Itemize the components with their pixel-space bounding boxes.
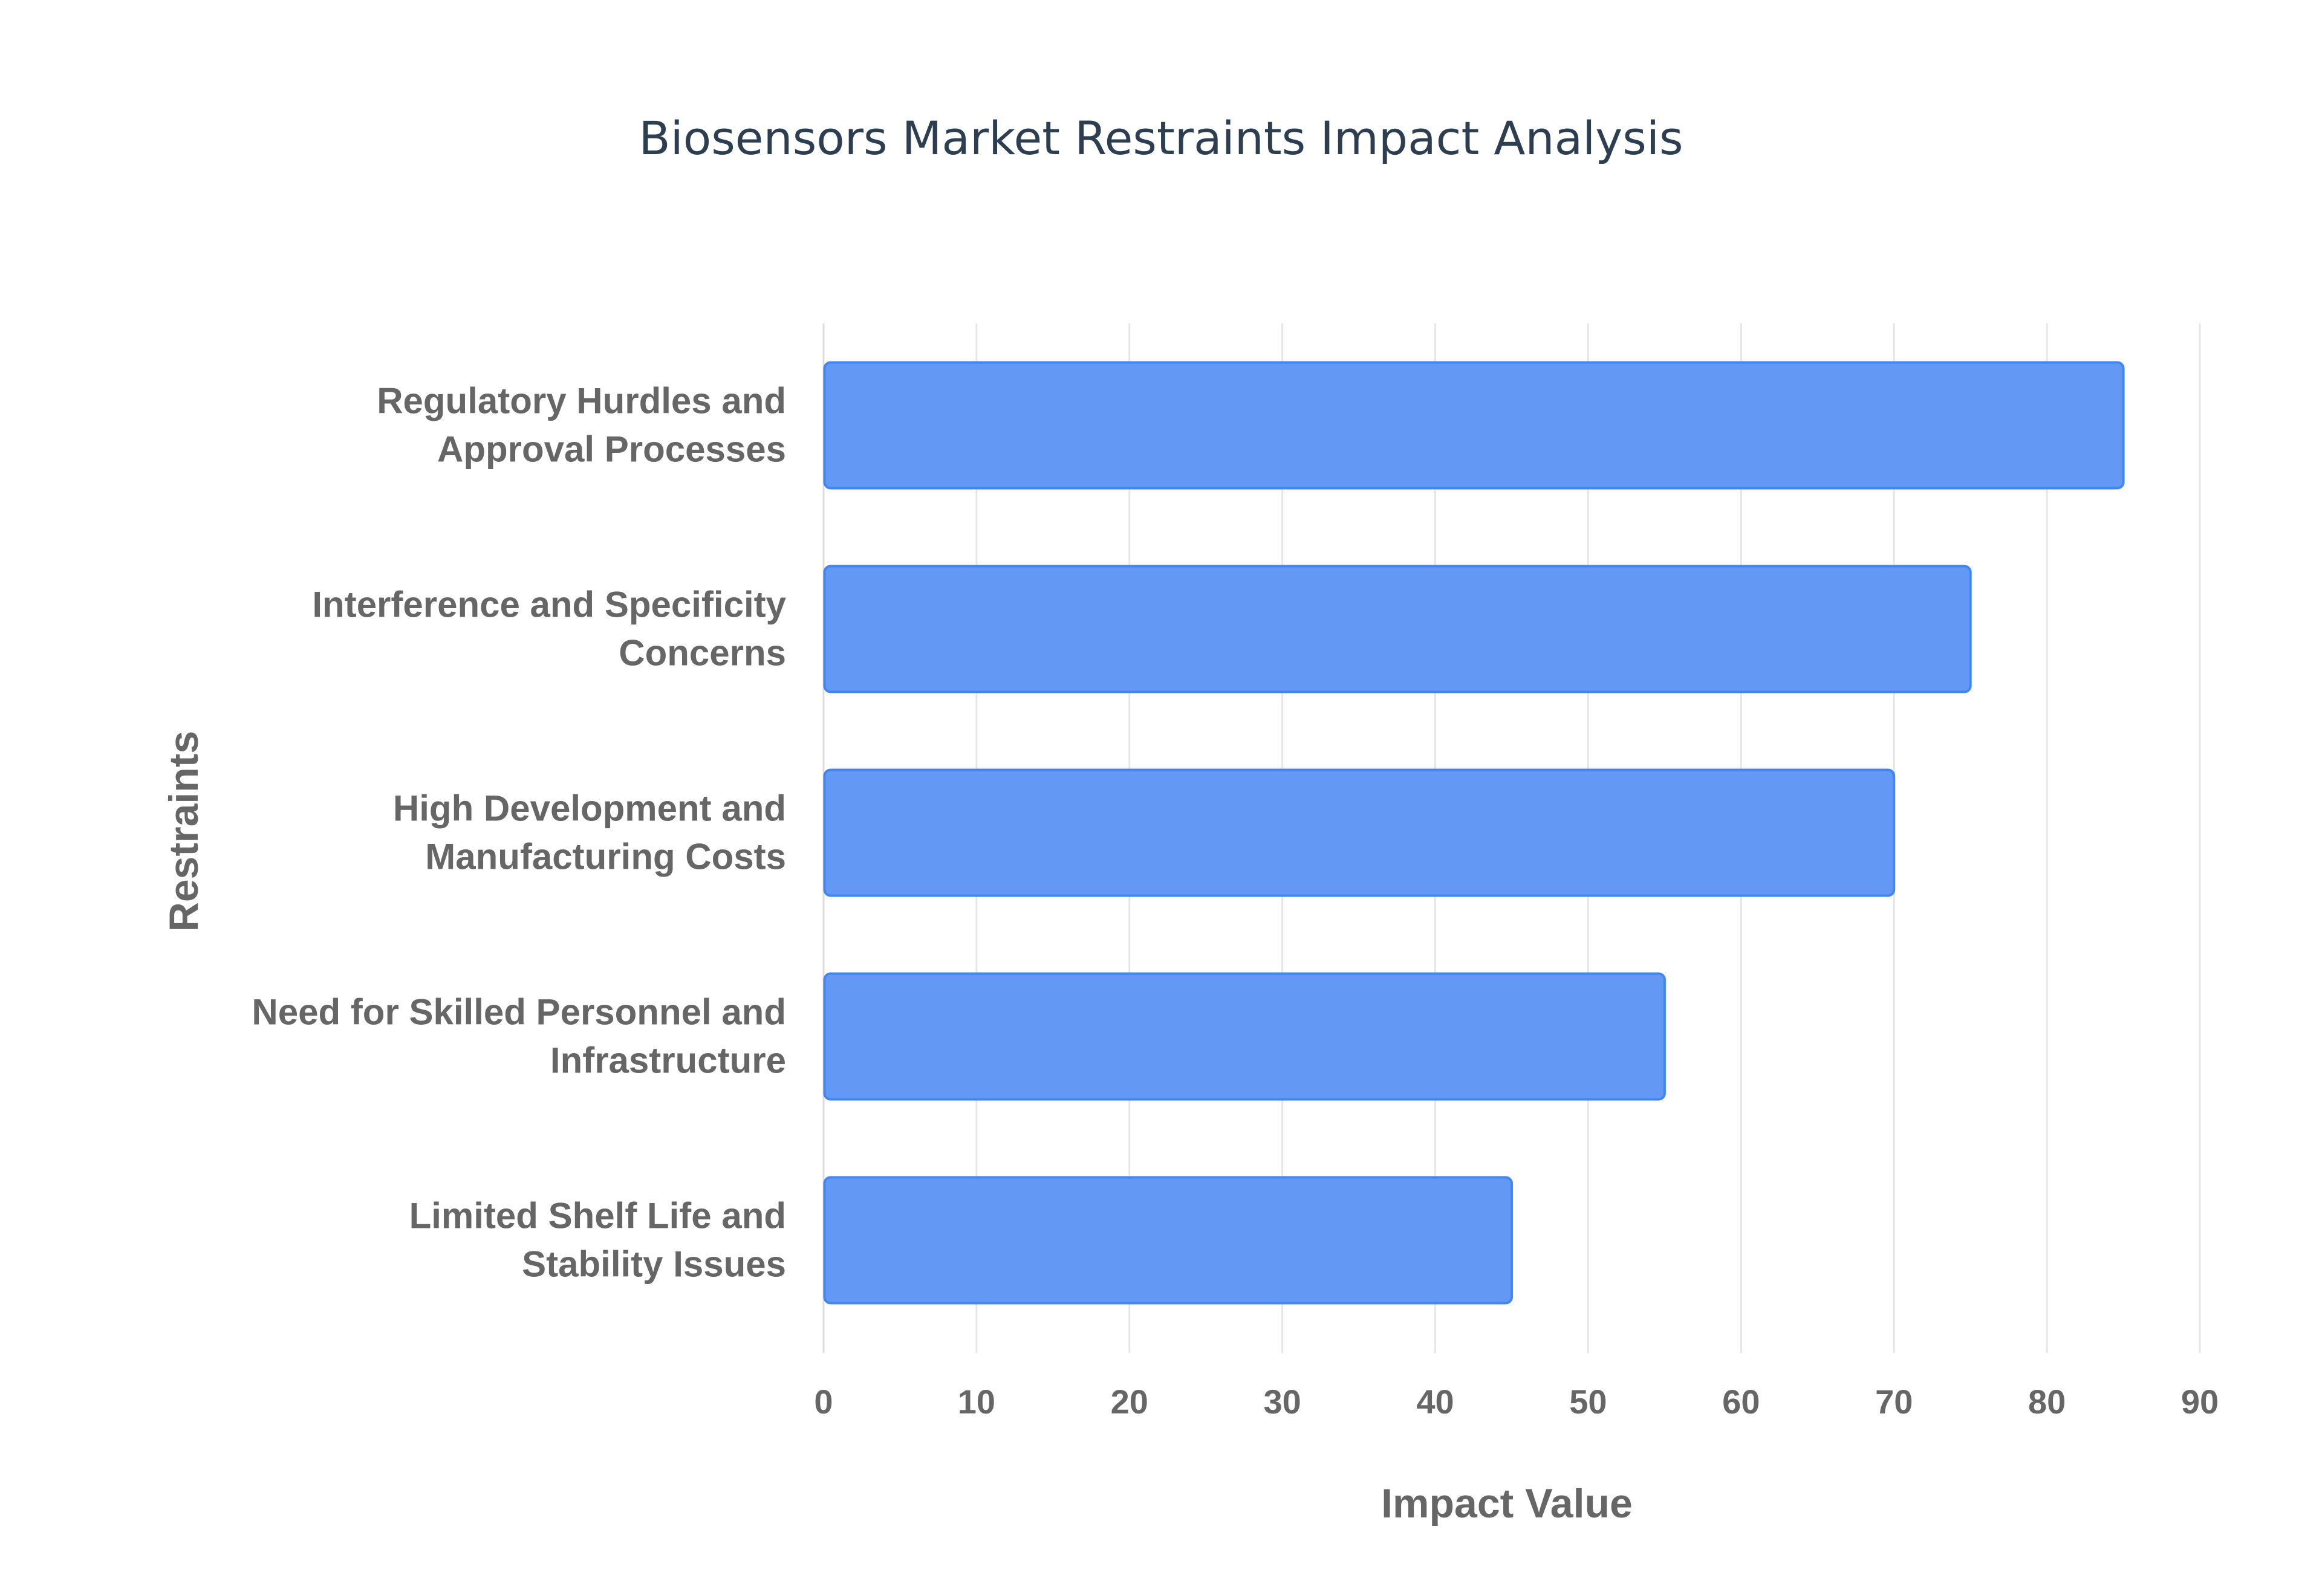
- category-label-line: Manufacturing Costs: [425, 837, 786, 877]
- category-label: Regulatory Hurdles and Approval Processes: [377, 381, 786, 470]
- x-tick-label: 90: [2181, 1383, 2219, 1421]
- category-label: Need for Skilled Personnel and Infrastruc…: [252, 992, 786, 1081]
- category-label-line: Need for Skilled Personnel and: [252, 992, 786, 1033]
- bar[interactable]: [823, 565, 1972, 693]
- x-axis-title: Impact Value: [1381, 1481, 1633, 1526]
- x-tick-label: 60: [1722, 1383, 1760, 1421]
- category-label-line: Regulatory Hurdles and: [377, 381, 786, 421]
- chart-title: Biosensors Market Restraints Impact Anal…: [639, 111, 1683, 165]
- x-tick-labels: 0 10 20 30 40 50 60 70 80 90: [814, 1383, 2219, 1421]
- bar[interactable]: [823, 972, 1666, 1101]
- category-label: Limited Shelf Life and Stability Issues: [409, 1196, 786, 1285]
- x-tick-label: 0: [814, 1383, 833, 1421]
- category-label-line: Concerns: [619, 633, 786, 673]
- category-label-line: High Development and: [393, 788, 786, 829]
- category-label-line: Limited Shelf Life and: [409, 1196, 786, 1236]
- x-tick-label: 70: [1875, 1383, 1913, 1421]
- category-label: Interference and Specificity Concerns: [312, 585, 786, 673]
- x-tick-label: 40: [1416, 1383, 1454, 1421]
- bar[interactable]: [823, 768, 1896, 897]
- category-label-line: Approval Processes: [437, 429, 786, 470]
- category-label: High Development and Manufacturing Costs: [393, 788, 786, 877]
- x-tick-label: 30: [1264, 1383, 1301, 1421]
- y-axis-title: Restraints: [161, 731, 207, 932]
- category-label-line: Stability Issues: [522, 1244, 786, 1285]
- category-labels: Regulatory Hurdles and Approval Processes…: [252, 381, 786, 1285]
- category-label-line: Interference and Specificity: [312, 585, 786, 625]
- bar[interactable]: [823, 1176, 1513, 1305]
- category-label-line: Infrastructure: [550, 1040, 786, 1081]
- x-tick-label: 10: [958, 1383, 995, 1421]
- x-tick-label: 80: [2028, 1383, 2066, 1421]
- bars: [823, 361, 2125, 1305]
- bar[interactable]: [823, 361, 2125, 490]
- x-tick-label: 20: [1111, 1383, 1148, 1421]
- x-tick-label: 50: [1569, 1383, 1607, 1421]
